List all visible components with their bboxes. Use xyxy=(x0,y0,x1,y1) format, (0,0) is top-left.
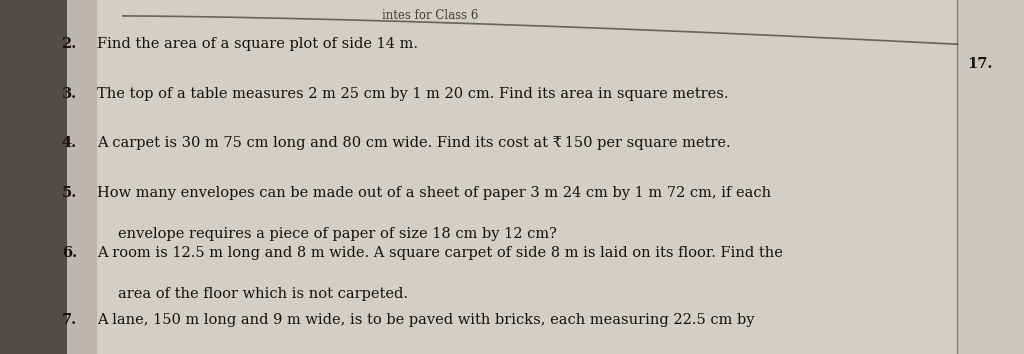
Text: 3.: 3. xyxy=(61,87,77,101)
Text: A room is 12.5 m long and 8 m wide. A square carpet of side 8 m is laid on its f: A room is 12.5 m long and 8 m wide. A sq… xyxy=(97,246,783,260)
Text: area of the floor which is not carpeted.: area of the floor which is not carpeted. xyxy=(118,287,408,301)
Text: 17.: 17. xyxy=(968,57,993,71)
Text: 4.: 4. xyxy=(61,136,77,150)
Text: 2.: 2. xyxy=(61,37,77,51)
Text: A carpet is 30 m 75 cm long and 80 cm wide. Find its cost at ₹ 150 per square me: A carpet is 30 m 75 cm long and 80 cm wi… xyxy=(97,136,731,150)
Bar xyxy=(67,0,97,354)
Text: The top of a table measures 2 m 25 cm by 1 m 20 cm. Find its area in square metr: The top of a table measures 2 m 25 cm by… xyxy=(97,87,729,101)
Text: Find the area of a square plot of side 14 m.: Find the area of a square plot of side 1… xyxy=(97,37,418,51)
Text: intes for Class 6: intes for Class 6 xyxy=(382,9,478,22)
Text: How many envelopes can be made out of a sheet of paper 3 m 24 cm by 1 m 72 cm, i: How many envelopes can be made out of a … xyxy=(97,186,771,200)
Text: 5.: 5. xyxy=(61,186,77,200)
Text: envelope requires a piece of paper of size 18 cm by 12 cm?: envelope requires a piece of paper of si… xyxy=(118,227,557,241)
Bar xyxy=(0,0,67,354)
Text: 7.: 7. xyxy=(61,313,77,327)
Text: 6.: 6. xyxy=(61,246,77,260)
Text: A lane, 150 m long and 9 m wide, is to be paved with bricks, each measuring 22.5: A lane, 150 m long and 9 m wide, is to b… xyxy=(97,313,755,327)
Bar xyxy=(957,0,1024,354)
